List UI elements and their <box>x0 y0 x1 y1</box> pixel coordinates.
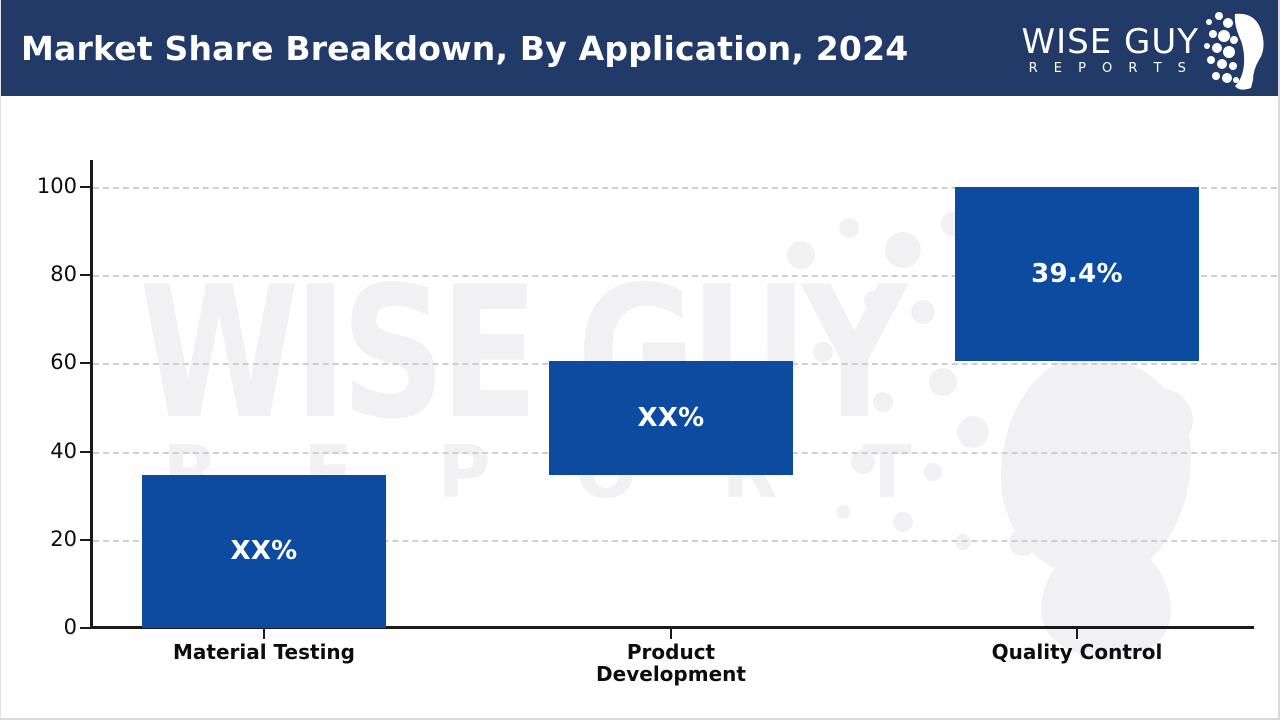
watermark-dot <box>873 392 893 412</box>
logo-head-icon <box>1204 12 1264 90</box>
y-tick-label-80: 80 <box>50 262 77 287</box>
y-tick-label-100: 100 <box>36 174 77 198</box>
x-tick-mark <box>670 629 672 639</box>
watermark-dot <box>813 342 833 362</box>
bar-segment: 39.4% <box>955 187 1199 361</box>
x-tick-mark <box>1076 629 1078 639</box>
y-axis-line <box>90 160 93 629</box>
watermark-dot <box>839 218 859 238</box>
watermark-dot <box>924 463 942 481</box>
bar-segment: XX% <box>549 360 793 475</box>
logo-text: WISE GUY R E P O R T S <box>1021 24 1199 76</box>
gridline-100 <box>93 187 1277 189</box>
header-band: Market Share Breakdown, By Application, … <box>1 0 1278 96</box>
logo-wordmark: WISE GUY <box>1021 22 1199 62</box>
bar-value-label: XX% <box>637 402 705 433</box>
y-tick-label-20: 20 <box>50 526 77 551</box>
gridline-80 <box>93 275 1277 278</box>
watermark-dot <box>911 300 935 324</box>
y-tick-label-60: 60 <box>50 350 77 375</box>
watermark-dot <box>851 450 875 474</box>
watermark-dot <box>864 291 882 309</box>
gridline-20 <box>93 539 1277 542</box>
y-tick-label-40: 40 <box>50 438 77 463</box>
y-tick-mark-20 <box>80 538 90 541</box>
plot-area: 0 20 40 60 80 100 XX% Material Testing XX% Produc… <box>1 96 1278 718</box>
bar-segment: XX% <box>142 474 386 628</box>
x-tick-mark <box>263 629 265 639</box>
x-category-label: Material Testing <box>173 640 355 664</box>
watermark-head-shape <box>1131 388 1193 448</box>
wise-guy-logo: WISE GUY R E P O R T S <box>1021 10 1267 90</box>
x-axis-line <box>90 626 1254 629</box>
bar-value-label: 39.4% <box>1031 258 1123 289</box>
logo-subtitle: R E P O R T S <box>1028 61 1192 76</box>
page-title: Market Share Breakdown, By Application, … <box>21 28 909 68</box>
watermark-dot <box>929 368 957 396</box>
y-tick-mark-0 <box>80 627 90 629</box>
y-tick-mark-40 <box>80 450 90 453</box>
x-category-label: Product Development <box>596 640 746 686</box>
watermark-dot <box>957 416 989 448</box>
watermark-dot <box>893 512 913 532</box>
y-tick-mark-60 <box>80 362 90 365</box>
y-tick-mark-100 <box>80 186 90 188</box>
bar-value-label: XX% <box>230 536 298 567</box>
watermark-dot <box>836 505 850 519</box>
y-tick-label-0: 0 <box>63 615 77 639</box>
watermark-dot <box>787 241 815 269</box>
watermark-dot <box>885 232 921 268</box>
x-category-label: Quality Control <box>991 640 1163 664</box>
watermark-head-shape <box>1041 540 1171 660</box>
watermark-dot <box>955 534 971 550</box>
y-tick-mark-80 <box>80 274 90 277</box>
